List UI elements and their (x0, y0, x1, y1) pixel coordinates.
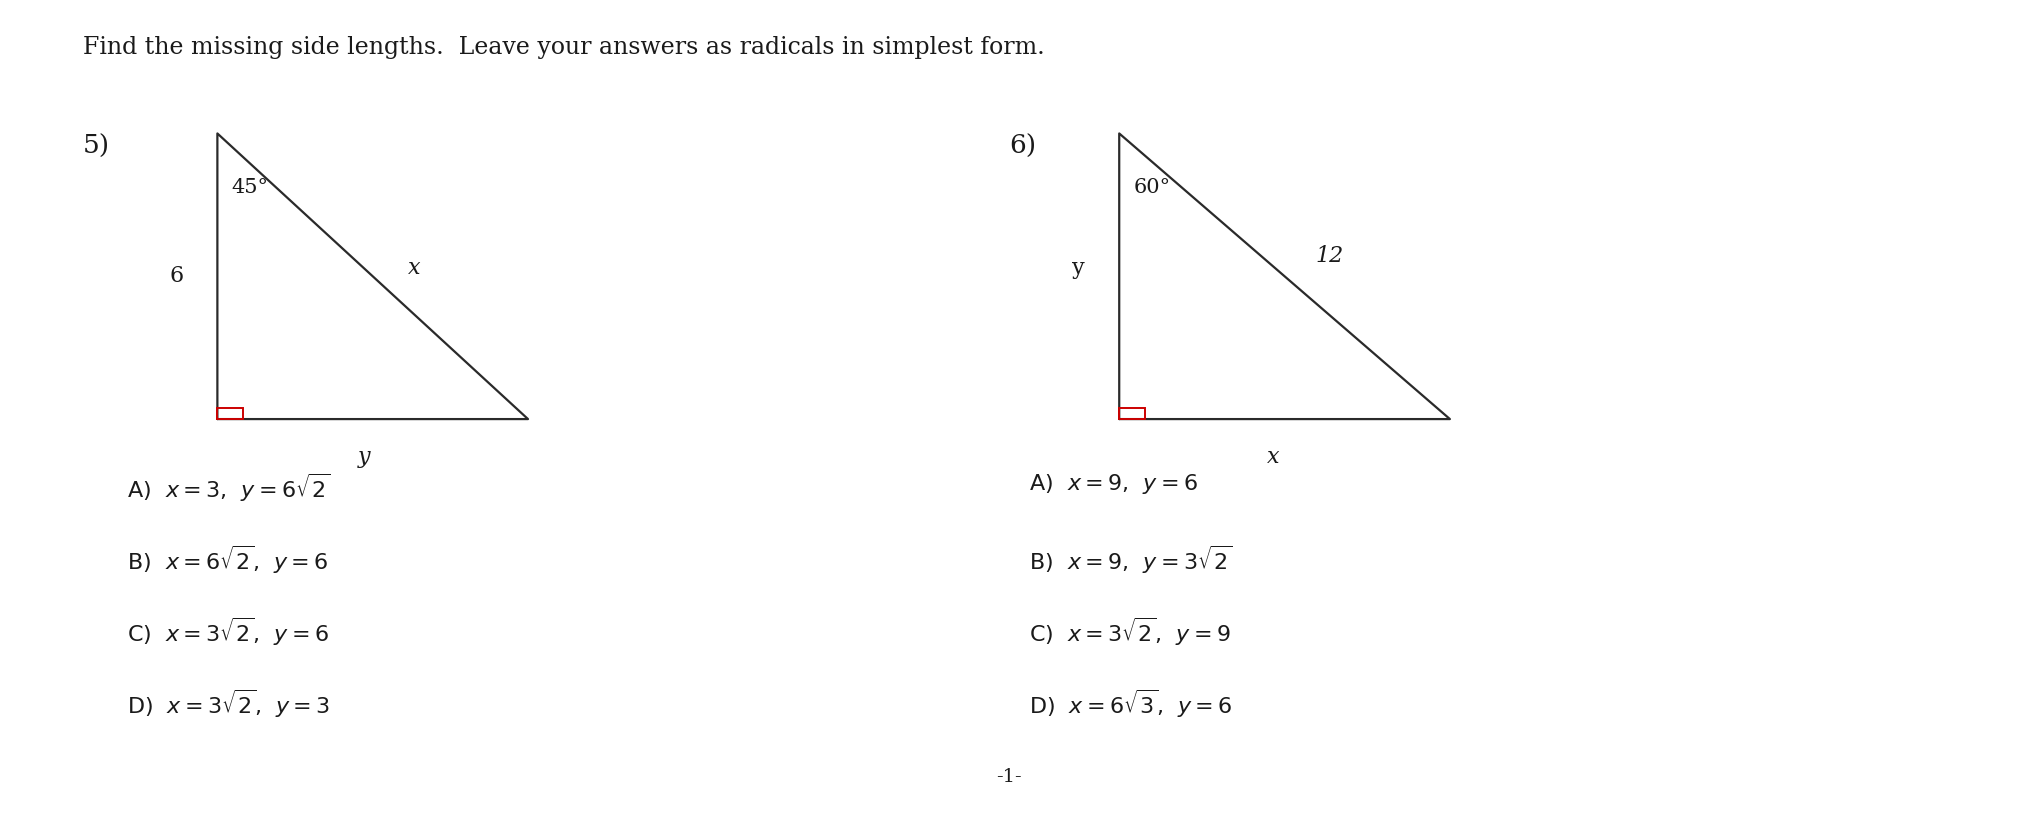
Text: C)  $x = 3\sqrt{2}$,  $y = 9$: C) $x = 3\sqrt{2}$, $y = 9$ (1029, 616, 1231, 648)
Text: 6: 6 (170, 266, 184, 287)
Text: 60°: 60° (1134, 178, 1170, 198)
Text: y: y (1072, 257, 1086, 279)
Text: D)  $x = 3\sqrt{2}$,  $y = 3$: D) $x = 3\sqrt{2}$, $y = 3$ (127, 687, 331, 720)
Text: A)  $x = 3$,  $y = 6\sqrt{2}$: A) $x = 3$, $y = 6\sqrt{2}$ (127, 472, 331, 505)
Text: -1-: -1- (997, 769, 1021, 786)
Bar (218, 408, 244, 419)
Text: Find the missing side lengths.  Leave your answers as radicals in simplest form.: Find the missing side lengths. Leave you… (83, 36, 1045, 58)
Text: C)  $x = 3\sqrt{2}$,  $y = 6$: C) $x = 3\sqrt{2}$, $y = 6$ (127, 616, 329, 648)
Text: B)  $x = 9$,  $y = 3\sqrt{2}$: B) $x = 9$, $y = 3\sqrt{2}$ (1029, 544, 1233, 576)
Text: 12: 12 (1316, 245, 1344, 267)
Bar (1120, 408, 1146, 419)
Text: x: x (408, 257, 420, 279)
Text: A)  $x = 9$,  $y = 6$: A) $x = 9$, $y = 6$ (1029, 472, 1199, 496)
Text: 45°: 45° (232, 178, 268, 198)
Text: 5): 5) (83, 134, 111, 159)
Text: B)  $x = 6\sqrt{2}$,  $y = 6$: B) $x = 6\sqrt{2}$, $y = 6$ (127, 544, 329, 576)
Text: y: y (357, 446, 369, 468)
Text: 6): 6) (1009, 134, 1035, 159)
Text: D)  $x = 6\sqrt{3}$,  $y = 6$: D) $x = 6\sqrt{3}$, $y = 6$ (1029, 687, 1233, 720)
Text: x: x (1267, 446, 1279, 468)
